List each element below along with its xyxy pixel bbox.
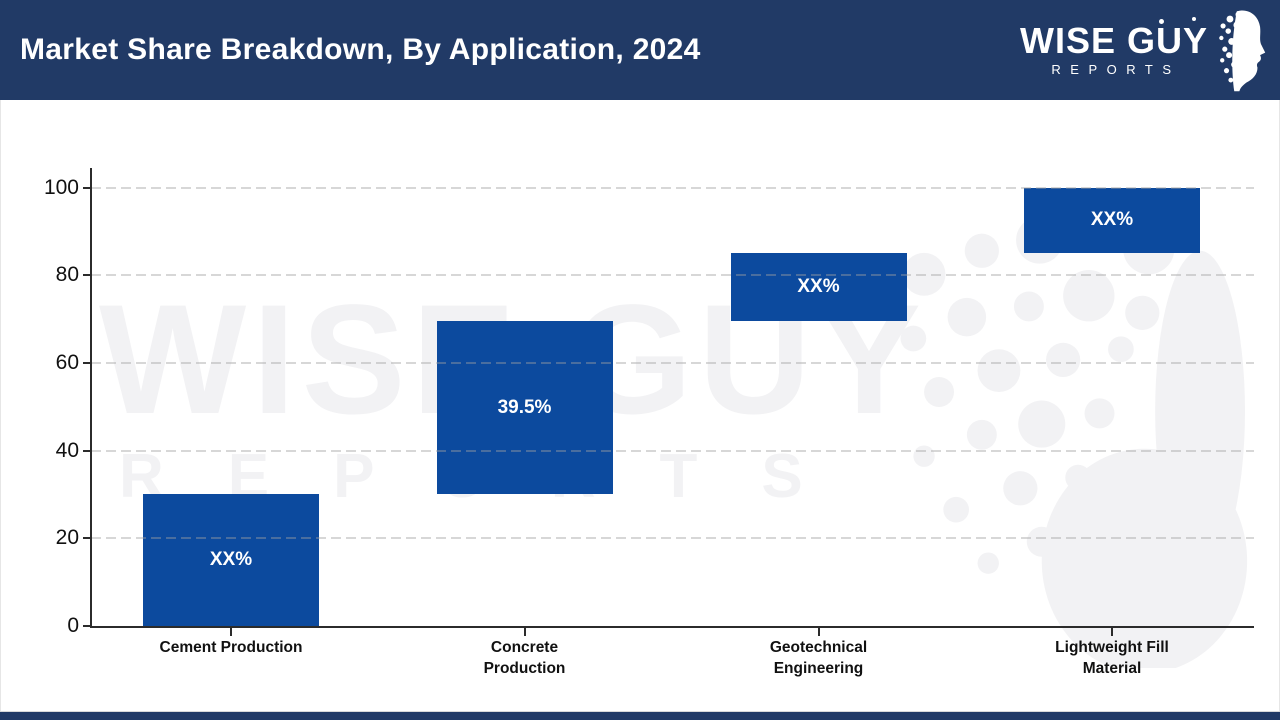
logo-text: WISE GUY REPORTS — [1019, 17, 1208, 77]
gridline-60 — [91, 361, 1254, 364]
x-tick-mark — [230, 628, 232, 636]
bar-value-label: XX% — [1090, 209, 1134, 231]
x-category-label: Geotechnical Engineering — [769, 639, 868, 677]
y-tick-label: 20 — [55, 526, 79, 550]
logo-face-icon — [1219, 10, 1266, 92]
gridline-80 — [91, 274, 1254, 277]
logo-wordmark: WISE GUY — [1019, 20, 1208, 61]
gridline-20 — [91, 537, 1254, 540]
y-tick-label: 60 — [55, 350, 79, 374]
chart-area: WISE GUY REPORTS — [0, 100, 1280, 711]
y-axis-spine — [90, 168, 92, 628]
bar-value-label: XX% — [209, 549, 253, 571]
bar-segment: 39.5% — [436, 321, 613, 495]
y-tick-mark — [83, 186, 91, 189]
y-tick-mark — [83, 274, 91, 277]
plot: 0 20 40 60 80 100 XX% Cement Production 39.5% Con… — [1, 100, 1279, 711]
y-tick-mark — [83, 625, 91, 627]
y-tick-label: 80 — [55, 263, 79, 287]
bar-segment: XX% — [730, 253, 907, 322]
chart-title: Market Share Breakdown, By Application, … — [20, 33, 701, 66]
footer-band — [0, 712, 1280, 720]
y-tick-mark — [83, 537, 91, 540]
x-tick-mark — [1111, 628, 1113, 636]
x-category-label: Lightweight Fill Material — [1055, 639, 1169, 677]
y-tick-label: 40 — [55, 438, 79, 462]
bar-value-label: XX% — [797, 276, 840, 298]
footer-hairline — [0, 711, 1280, 712]
bar-segment: XX% — [1024, 187, 1200, 254]
gridline-100 — [91, 186, 1254, 189]
bar-segment: XX% — [143, 494, 319, 626]
header-band: Market Share Breakdown, By Application, … — [0, 0, 1280, 100]
bar-value-label: 39.5% — [497, 396, 552, 418]
y-tick-mark — [83, 361, 91, 364]
x-axis-line — [90, 626, 1254, 628]
wiseguy-logo: WISE GUY REPORTS — [1020, 6, 1274, 94]
gridline-40 — [91, 449, 1254, 452]
y-tick-label: 100 — [43, 175, 79, 199]
x-tick-mark — [523, 628, 526, 636]
y-tick-label: 0 — [67, 614, 79, 637]
x-category-label: Concrete Production — [483, 639, 566, 677]
logo-subtext: REPORTS — [1051, 62, 1181, 77]
logo-dot-icon — [1192, 17, 1196, 21]
logo-dot-icon — [1176, 37, 1180, 41]
logo-dot-icon — [1159, 19, 1164, 24]
y-tick-mark — [83, 449, 91, 452]
x-tick-mark — [817, 628, 820, 636]
x-category-label: Cement Production — [159, 639, 303, 656]
